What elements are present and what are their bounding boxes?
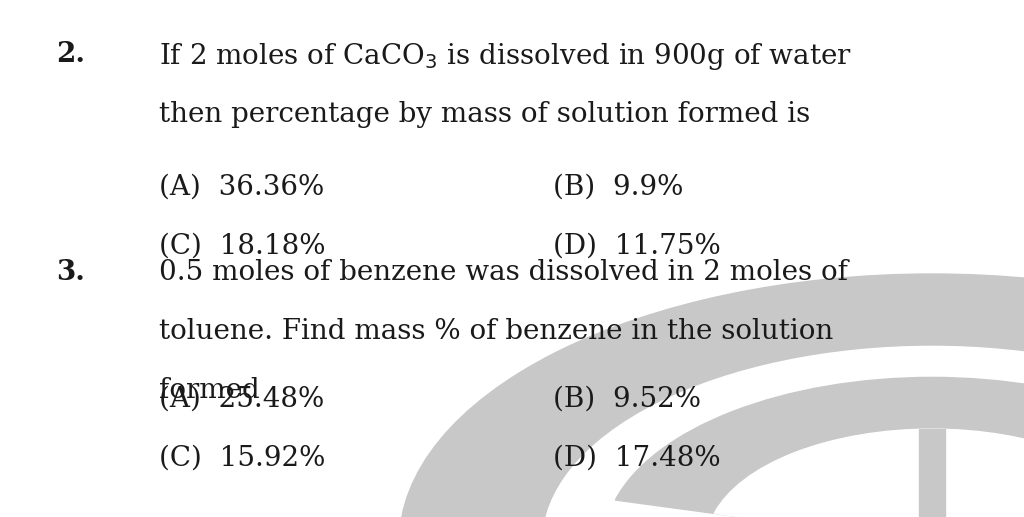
Wedge shape bbox=[714, 429, 1024, 517]
Bar bbox=[920, 429, 945, 517]
Text: 3.: 3. bbox=[56, 258, 85, 285]
Text: (A)  36.36%: (A) 36.36% bbox=[159, 173, 324, 200]
Text: (B)  9.52%: (B) 9.52% bbox=[553, 385, 701, 412]
Wedge shape bbox=[615, 377, 1024, 517]
Text: If 2 moles of CaCO$_3$ is dissolved in 900g of water: If 2 moles of CaCO$_3$ is dissolved in 9… bbox=[159, 41, 852, 72]
Text: (D)  17.48%: (D) 17.48% bbox=[553, 445, 721, 472]
Text: (D)  11.75%: (D) 11.75% bbox=[553, 233, 721, 260]
Text: toluene. Find mass % of benzene in the solution: toluene. Find mass % of benzene in the s… bbox=[159, 318, 833, 345]
Text: (A)  25.48%: (A) 25.48% bbox=[159, 385, 324, 412]
Text: (C)  15.92%: (C) 15.92% bbox=[159, 445, 325, 472]
Text: (B)  9.9%: (B) 9.9% bbox=[553, 173, 683, 200]
Text: 0.5 moles of benzene was dissolved in 2 moles of: 0.5 moles of benzene was dissolved in 2 … bbox=[159, 258, 848, 285]
Text: formed: formed bbox=[159, 377, 259, 404]
Circle shape bbox=[543, 346, 1024, 517]
Text: then percentage by mass of solution formed is: then percentage by mass of solution form… bbox=[159, 101, 810, 128]
Circle shape bbox=[399, 274, 1024, 517]
Text: 2.: 2. bbox=[56, 41, 85, 68]
Text: (C)  18.18%: (C) 18.18% bbox=[159, 233, 326, 260]
